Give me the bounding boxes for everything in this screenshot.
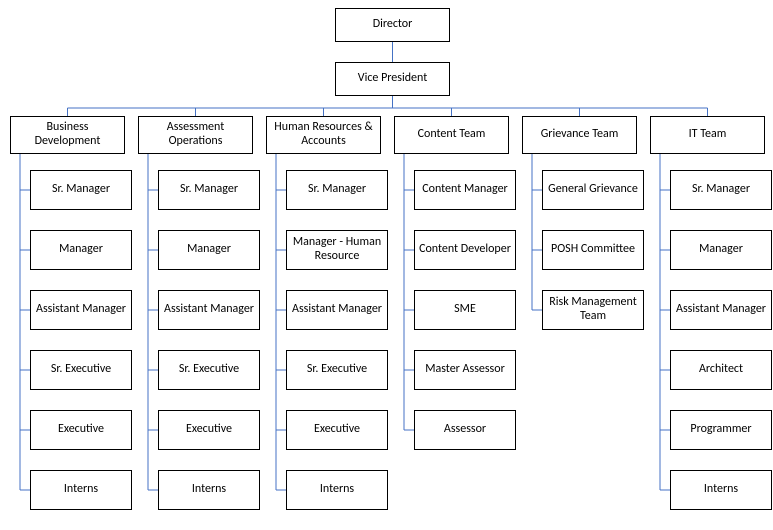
node-role-2-0: Sr. Manager	[286, 170, 388, 210]
node-role-0-2: Assistant Manager	[30, 290, 132, 330]
node-role-1-3: Sr. Executive	[158, 350, 260, 390]
node-role-1-2: Assistant Manager	[158, 290, 260, 330]
node-dept-1: Assessment Operations	[138, 116, 253, 154]
node-role-0-3: Sr. Executive	[30, 350, 132, 390]
node-role-4-2: Risk Management Team	[542, 290, 644, 330]
node-role-3-2: SME	[414, 290, 516, 330]
node-dept-0: Business Development	[10, 116, 125, 154]
node-dept-4: Grievance Team	[522, 116, 637, 154]
node-role-0-0: Sr. Manager	[30, 170, 132, 210]
node-role-3-3: Master Assessor	[414, 350, 516, 390]
node-role-3-0: Content Manager	[414, 170, 516, 210]
node-dept-3: Content Team	[394, 116, 509, 154]
node-dept-2: Human Resources & Accounts	[266, 116, 381, 154]
node-dept-5: IT Team	[650, 116, 765, 154]
node-role-5-3: Architect	[670, 350, 772, 390]
node-role-0-5: Interns	[30, 470, 132, 510]
node-role-3-1: Content Developer	[414, 230, 516, 270]
node-vice-president: Vice President	[335, 62, 450, 96]
node-role-0-4: Executive	[30, 410, 132, 450]
node-role-5-0: Sr. Manager	[670, 170, 772, 210]
node-role-4-1: POSH Committee	[542, 230, 644, 270]
node-role-5-1: Manager	[670, 230, 772, 270]
node-role-2-2: Assistant Manager	[286, 290, 388, 330]
node-role-2-4: Executive	[286, 410, 388, 450]
node-role-2-5: Interns	[286, 470, 388, 510]
node-role-1-1: Manager	[158, 230, 260, 270]
node-role-4-0: General Grievance	[542, 170, 644, 210]
node-role-0-1: Manager	[30, 230, 132, 270]
node-role-5-2: Assistant Manager	[670, 290, 772, 330]
node-role-5-4: Programmer	[670, 410, 772, 450]
node-role-1-5: Interns	[158, 470, 260, 510]
node-role-3-4: Assessor	[414, 410, 516, 450]
node-role-2-3: Sr. Executive	[286, 350, 388, 390]
node-role-2-1: Manager - Human Resource	[286, 230, 388, 270]
node-role-5-5: Interns	[670, 470, 772, 510]
node-role-1-4: Executive	[158, 410, 260, 450]
node-role-1-0: Sr. Manager	[158, 170, 260, 210]
node-director: Director	[335, 8, 450, 42]
